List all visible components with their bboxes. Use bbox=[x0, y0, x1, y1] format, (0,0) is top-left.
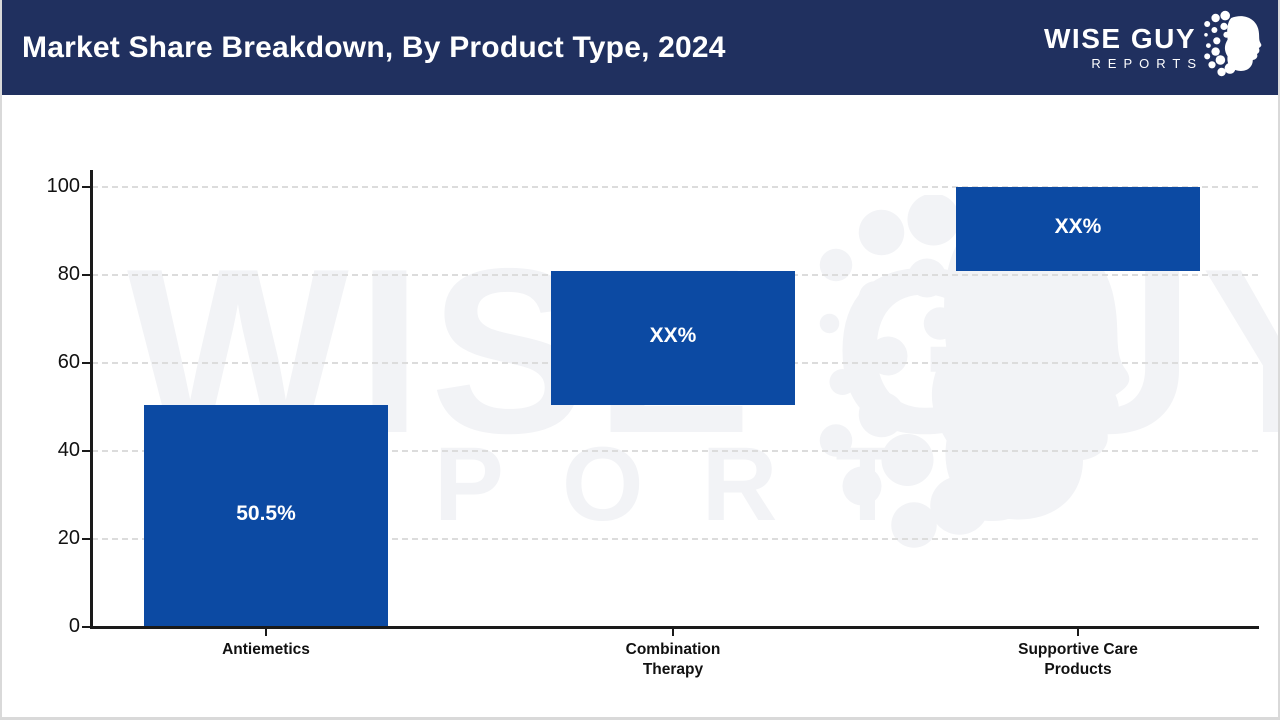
brand-face-dots-icon bbox=[1204, 10, 1262, 76]
chart-title: Market Share Breakdown, By Product Type,… bbox=[22, 30, 726, 64]
category-label-line: Therapy bbox=[642, 661, 704, 678]
x-axis-line bbox=[90, 626, 1259, 629]
watermark-face-dots-icon bbox=[819, 195, 1130, 548]
gridline-20 bbox=[92, 538, 1258, 540]
brand-logo: WISE GUY REPORTS bbox=[1043, 9, 1278, 87]
y-tick-mark bbox=[82, 538, 92, 540]
y-tick-label: 20 bbox=[57, 527, 80, 549]
y-tick-label: 80 bbox=[57, 263, 80, 285]
bar-value-label: 50.5% bbox=[236, 501, 296, 525]
category-label-line: Supportive Care bbox=[1018, 641, 1138, 658]
category-label: Antiemetics bbox=[126, 640, 406, 660]
brand-subname: REPORTS bbox=[1091, 56, 1203, 71]
y-tick-label: 40 bbox=[57, 439, 80, 461]
bar-segment bbox=[144, 404, 388, 627]
y-tick-label: 0 bbox=[68, 615, 80, 637]
bar-segment bbox=[551, 270, 795, 405]
category-label: Supportive Care Products bbox=[938, 640, 1218, 680]
x-tick-mark bbox=[265, 628, 267, 636]
x-tick-mark bbox=[1077, 628, 1079, 636]
y-tick-mark bbox=[82, 186, 92, 188]
y-tick-mark bbox=[82, 362, 92, 364]
category-label-line: Combination bbox=[625, 641, 721, 658]
y-tick-mark bbox=[82, 274, 92, 276]
bar-value-label: XX% bbox=[1054, 214, 1102, 238]
bar-value-label: XX% bbox=[649, 323, 697, 347]
bar-segment bbox=[956, 187, 1200, 271]
category-label: Combination Therapy bbox=[533, 640, 813, 680]
gridline-100 bbox=[92, 186, 1258, 188]
header-bar: Market Share Breakdown, By Product Type,… bbox=[2, 0, 1278, 95]
y-tick-mark bbox=[82, 626, 92, 628]
x-tick-mark bbox=[672, 628, 674, 636]
brand-logo-text: WISE GUY REPORTS bbox=[1043, 23, 1196, 71]
category-label-line: Antiemetics bbox=[222, 641, 310, 658]
gridline-40 bbox=[92, 450, 1258, 452]
y-tick-mark bbox=[82, 450, 92, 452]
y-axis-line bbox=[90, 170, 93, 628]
y-tick-label: 60 bbox=[57, 351, 80, 373]
category-label-line: Products bbox=[1044, 661, 1112, 678]
brand-name: WISE GUY bbox=[1043, 23, 1196, 54]
y-tick-label: 100 bbox=[46, 175, 80, 197]
